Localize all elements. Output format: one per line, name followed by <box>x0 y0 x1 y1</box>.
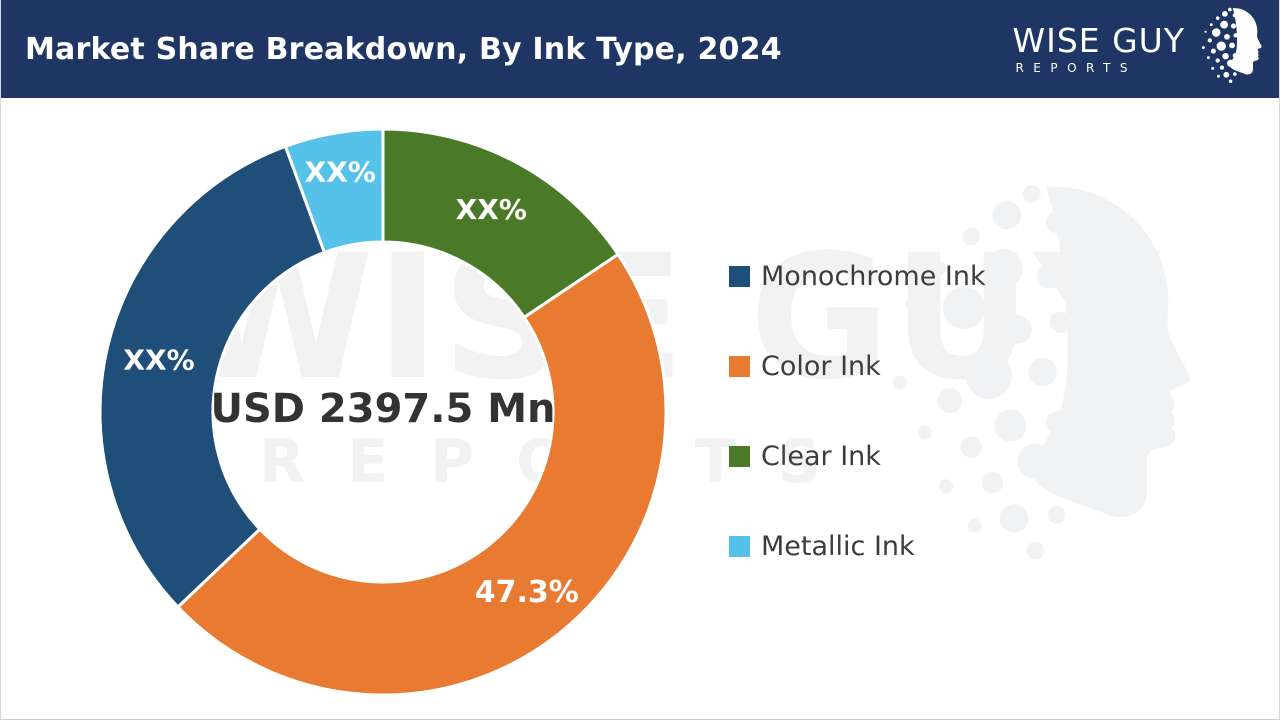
legend-label: Clear Ink <box>761 440 881 472</box>
legend: Monochrome Ink Color Ink Clear Ink Metal… <box>729 260 986 562</box>
legend-swatch <box>729 355 750 377</box>
slice-label-color-ink: 47.3% <box>475 575 579 610</box>
donut-center-value: USD 2397.5 Mn <box>210 386 556 432</box>
wiseguy-face-icon <box>1201 7 1262 84</box>
header: Market Share Breakdown, By Ink Type, 202… <box>1 0 1279 98</box>
logo-wordmark: WISE GUY <box>1012 20 1185 60</box>
legend-item-metallic-ink: Metallic Ink <box>729 530 986 562</box>
chart-title: Market Share Breakdown, By Ink Type, 202… <box>25 31 782 67</box>
legend-item-color-ink: Color Ink <box>729 350 986 382</box>
legend-swatch <box>729 445 750 467</box>
slice-label-metallic-ink: XX% <box>305 156 376 189</box>
legend-swatch <box>729 535 750 557</box>
logo-reports-text: REPORTS <box>1015 60 1137 75</box>
legend-swatch <box>729 265 750 287</box>
brand-logo: WISE GUY REPORTS <box>1012 6 1263 92</box>
legend-label: Monochrome Ink <box>761 260 986 292</box>
legend-label: Metallic Ink <box>761 530 915 562</box>
legend-item-monochrome-ink: Monochrome Ink <box>729 260 986 292</box>
legend-item-clear-ink: Clear Ink <box>729 440 986 472</box>
legend-label: Color Ink <box>761 350 881 382</box>
